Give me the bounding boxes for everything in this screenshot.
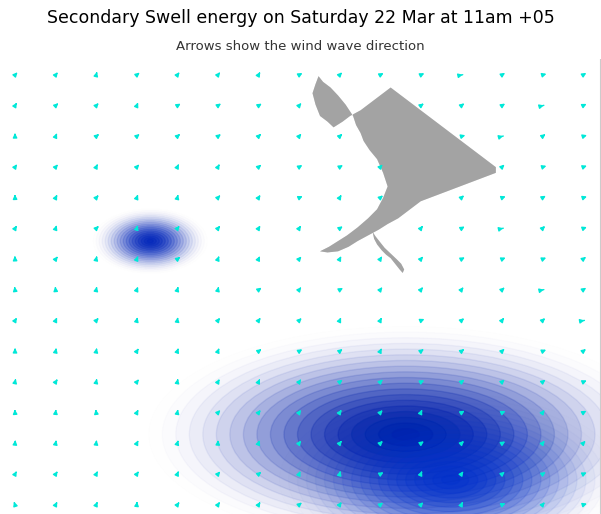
Ellipse shape <box>284 383 528 486</box>
Ellipse shape <box>343 425 559 514</box>
Ellipse shape <box>123 226 177 256</box>
Ellipse shape <box>370 439 532 514</box>
Ellipse shape <box>126 227 174 255</box>
Ellipse shape <box>442 475 460 484</box>
Ellipse shape <box>138 234 162 248</box>
Ellipse shape <box>243 366 568 503</box>
Ellipse shape <box>361 434 541 514</box>
Ellipse shape <box>352 430 550 514</box>
Ellipse shape <box>392 429 419 440</box>
Ellipse shape <box>325 400 487 469</box>
Ellipse shape <box>365 417 446 451</box>
Ellipse shape <box>270 377 541 491</box>
Ellipse shape <box>424 466 478 493</box>
Ellipse shape <box>144 237 156 245</box>
Ellipse shape <box>406 457 496 503</box>
Polygon shape <box>373 232 404 273</box>
Ellipse shape <box>111 219 189 263</box>
Ellipse shape <box>379 423 433 446</box>
Polygon shape <box>313 76 496 252</box>
Ellipse shape <box>117 222 183 260</box>
Ellipse shape <box>132 231 168 251</box>
Ellipse shape <box>311 395 500 474</box>
Ellipse shape <box>216 355 595 514</box>
Ellipse shape <box>257 372 554 497</box>
Ellipse shape <box>388 448 514 512</box>
Ellipse shape <box>147 240 153 243</box>
Ellipse shape <box>415 462 487 498</box>
Ellipse shape <box>114 221 186 262</box>
Ellipse shape <box>433 471 469 489</box>
Ellipse shape <box>129 229 171 253</box>
Ellipse shape <box>108 217 192 265</box>
Ellipse shape <box>352 412 460 457</box>
Ellipse shape <box>203 349 601 514</box>
Ellipse shape <box>120 224 180 258</box>
Polygon shape <box>373 232 404 273</box>
Ellipse shape <box>338 406 474 463</box>
Ellipse shape <box>135 232 165 250</box>
Ellipse shape <box>379 444 523 514</box>
Ellipse shape <box>230 360 582 508</box>
Polygon shape <box>313 76 496 252</box>
Ellipse shape <box>397 453 505 507</box>
Ellipse shape <box>141 236 159 246</box>
Text: Arrows show the wind wave direction: Arrows show the wind wave direction <box>176 40 425 52</box>
Ellipse shape <box>297 389 514 480</box>
Ellipse shape <box>334 421 568 514</box>
Text: Secondary Swell energy on Saturday 22 Mar at 11am +05: Secondary Swell energy on Saturday 22 Ma… <box>47 9 554 27</box>
